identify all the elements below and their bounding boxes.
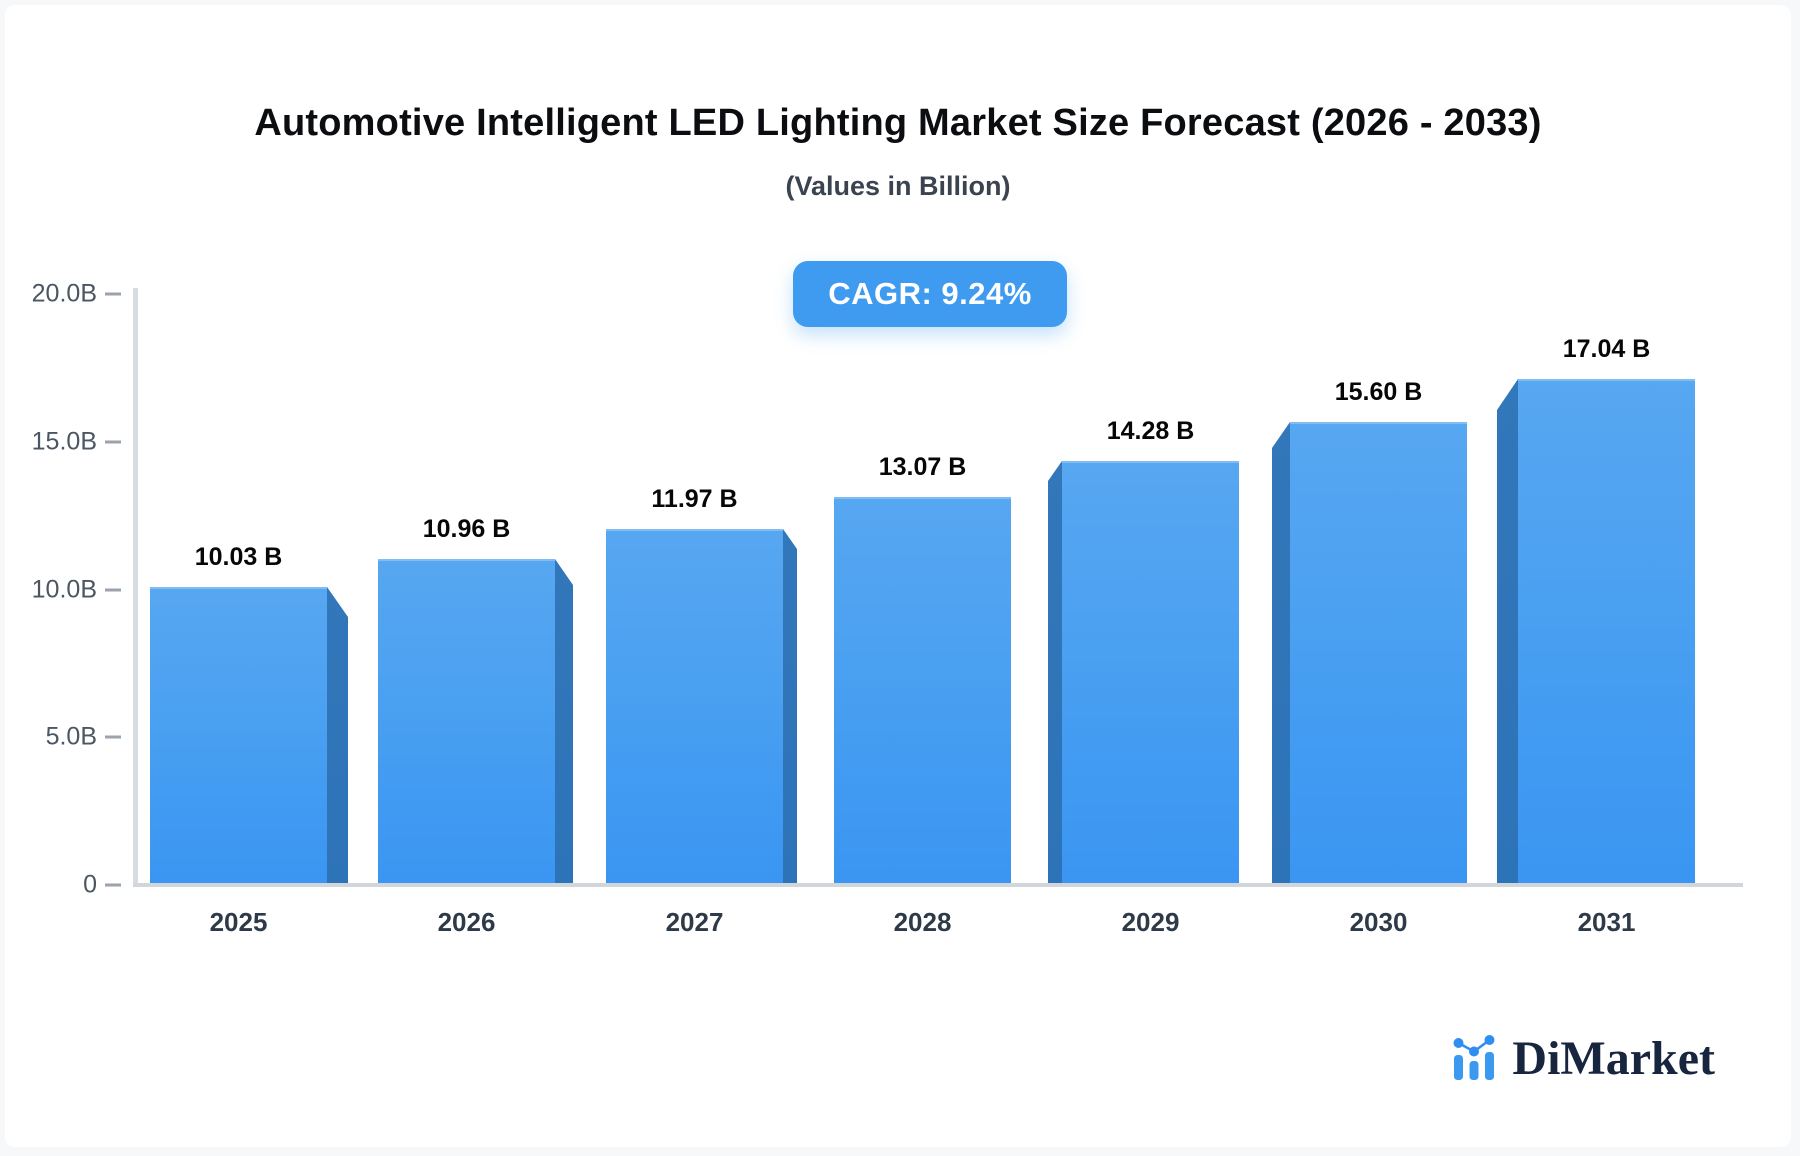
bar-2025	[150, 587, 327, 883]
bar-value-label: 11.97 B	[651, 485, 738, 513]
x-axis-label: 2030	[1349, 907, 1408, 937]
logo-text: DiMarket	[1512, 1032, 1715, 1085]
bar-2030	[1290, 422, 1467, 883]
x-axis-label: 2026	[437, 907, 496, 937]
y-tick-mark	[105, 735, 121, 739]
y-tick-mark	[105, 292, 121, 296]
bar-3d-side	[783, 529, 797, 883]
y-tick-label: 5.0B	[45, 722, 97, 751]
x-axis-label: 2031	[1577, 907, 1636, 937]
cagr-badge-label: CAGR: 9.24%	[828, 276, 1032, 311]
chart-subtitle: (Values in Billion)	[785, 171, 1011, 201]
x-axis-label: 2029	[1121, 907, 1180, 937]
bar-2031	[1518, 379, 1695, 883]
x-axis-label: 2025	[209, 907, 268, 937]
bar-value-label: 15.60 B	[1334, 378, 1423, 406]
x-axis-label: 2027	[665, 907, 724, 937]
bar-3d-side	[1272, 422, 1290, 883]
y-tick-label: 15.0B	[31, 427, 97, 456]
y-tick-mark	[105, 883, 121, 887]
y-tick-mark	[105, 588, 121, 591]
bar-3d-side	[1048, 461, 1062, 883]
bar-2029	[1062, 461, 1239, 883]
bar-3d-side	[1497, 379, 1518, 883]
chart-card: Automotive Intelligent LED Lighting Mark…	[5, 5, 1791, 1147]
bar-3d-side	[327, 587, 348, 883]
chart-title: Automotive Intelligent LED Lighting Mark…	[254, 102, 1542, 144]
x-axis-line	[133, 883, 1743, 887]
y-tick-label: 20.0B	[31, 279, 97, 308]
bar-chart: 20.0B 15.0B 10.0B 5.0B 0 10.03 B 2025 10.96 B 20…	[5, 5, 1791, 1147]
bar-value-label: 13.07 B	[878, 453, 967, 481]
bar-value-label: 14.28 B	[1106, 417, 1195, 445]
bar-2028	[834, 497, 1011, 883]
bar-3d-side	[555, 559, 573, 883]
dimarket-logo: DiMarket	[1450, 1033, 1715, 1083]
y-axis-line	[133, 288, 138, 887]
y-tick-label: 0	[83, 870, 97, 899]
y-tick-mark	[105, 440, 121, 444]
bar-line-chart-icon	[1453, 1035, 1495, 1080]
bar-2027	[606, 529, 783, 883]
bar-value-label: 10.96 B	[422, 515, 511, 543]
bar-2026	[378, 559, 555, 883]
x-axis-label: 2028	[893, 907, 952, 937]
cagr-badge: CAGR: 9.24%	[793, 261, 1067, 327]
bar-value-label: 17.04 B	[1562, 335, 1651, 363]
bar-value-label: 10.03 B	[194, 543, 283, 571]
y-tick-label: 10.0B	[31, 575, 97, 603]
